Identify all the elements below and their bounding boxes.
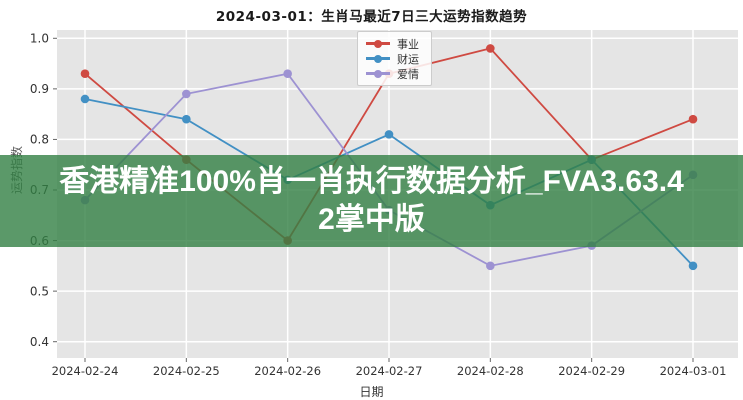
x-tick-label: 2024-02-27	[356, 364, 423, 378]
series-point-事业	[688, 114, 698, 124]
legend-label: 事业	[397, 37, 419, 51]
x-tick-label: 2024-03-01	[660, 364, 727, 378]
series-point-财运	[688, 261, 698, 271]
series-point-爱情	[283, 69, 292, 78]
legend-label: 财运	[397, 52, 419, 66]
legend: 事业 财运 爱情	[357, 31, 432, 86]
chart-title: 2024-03-01：生肖马最近7日三大运势指数趋势	[215, 9, 528, 25]
legend-marker	[366, 54, 390, 63]
series-point-爱情	[486, 261, 495, 271]
legend-item-爱情: 爱情	[366, 66, 419, 81]
x-tick-label: 2024-02-26	[254, 364, 321, 378]
series-point-财运	[384, 130, 394, 139]
watermark-overlay: 香港精准100%肖一肖执行数据分析_FVA3.63.4 2掌中版	[0, 155, 743, 247]
legend-marker	[366, 39, 390, 48]
legend-item-事业: 事业	[366, 36, 419, 51]
y-tick-label: 0.9	[30, 82, 49, 96]
y-tick-label: 1.0	[30, 32, 49, 46]
x-tick-label: 2024-02-25	[153, 364, 220, 378]
series-point-财运	[80, 94, 90, 104]
y-tick-label: 0.5	[30, 284, 49, 298]
y-tick-label: 0.4	[30, 335, 49, 349]
watermark-text-line-2: 2掌中版	[318, 203, 425, 236]
legend-label: 爱情	[397, 67, 419, 81]
x-axis-label: 日期	[359, 385, 384, 399]
legend-dot	[374, 69, 382, 78]
legend-dot	[374, 54, 382, 63]
series-point-财运	[182, 114, 191, 124]
legend-dot	[374, 39, 382, 48]
legend-marker	[366, 69, 390, 78]
x-tick-label: 2024-02-29	[558, 364, 625, 378]
y-tick-label: 0.8	[30, 133, 49, 147]
x-tick-label: 2024-02-24	[52, 364, 119, 378]
legend-item-财运: 财运	[366, 51, 419, 66]
series-point-爱情	[182, 89, 191, 99]
series-point-事业	[80, 69, 90, 78]
watermark-text-line-1: 香港精准100%肖一肖执行数据分析_FVA3.63.4	[59, 165, 684, 198]
series-point-事业	[486, 44, 495, 53]
x-tick-label: 2024-02-28	[457, 364, 524, 378]
